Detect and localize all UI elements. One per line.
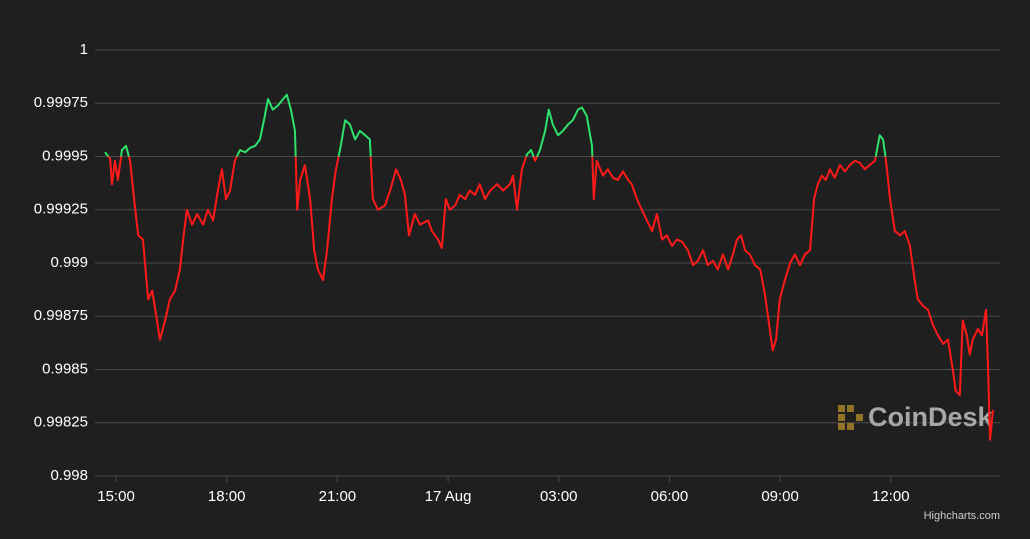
price-line-below: [107, 156, 994, 441]
logo-block: [838, 405, 845, 412]
x-tick-label: 17 Aug: [425, 488, 472, 505]
y-tick-label: 0.999: [50, 254, 88, 271]
watermark-logo: [838, 405, 863, 430]
credits[interactable]: Highcharts.com: [924, 510, 1000, 522]
y-tick-label: 0.99975: [34, 94, 88, 111]
logo-block: [847, 405, 854, 412]
logo-block: [856, 414, 863, 421]
x-tick-label: 21:00: [319, 488, 357, 505]
x-tick-label: 12:00: [872, 488, 910, 505]
x-tick-label: 06:00: [651, 488, 689, 505]
x-tick-label: 18:00: [208, 488, 246, 505]
x-tick-label: 03:00: [540, 488, 578, 505]
y-tick-label: 0.9985: [42, 360, 88, 377]
x-tick-label: 15:00: [97, 488, 135, 505]
y-tick-label: 0.99825: [34, 414, 88, 431]
y-tick-label: 1: [80, 41, 88, 58]
y-tick-label: 0.9995: [42, 147, 88, 164]
logo-block: [847, 423, 854, 430]
y-tick-label: 0.99925: [34, 201, 88, 218]
y-tick-label: 0.99875: [34, 307, 88, 324]
price-line-above: [104, 93, 887, 157]
y-tick-label: 0.998: [50, 467, 88, 484]
logo-block: [838, 423, 845, 430]
logo-block: [838, 414, 845, 421]
grid: [95, 49, 1000, 482]
watermark: CoinDesk: [868, 402, 994, 432]
x-tick-label: 09:00: [761, 488, 799, 505]
